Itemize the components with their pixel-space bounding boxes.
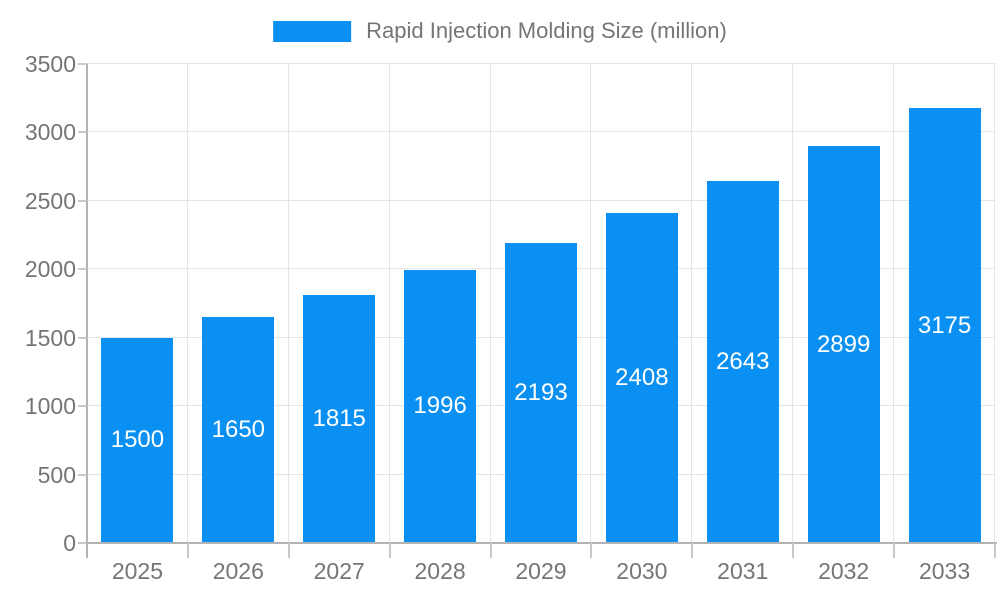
plot-area: 1500 1650 1815 1996 2193 2408 2643 2899 3175 [87, 63, 995, 543]
bar: 1500 [101, 337, 174, 543]
y-tick-mark [78, 542, 87, 544]
x-tick-label: 2028 [414, 558, 466, 584]
v-gridline [388, 64, 390, 543]
bar: 3175 [908, 108, 981, 543]
v-gridline [691, 64, 693, 543]
y-tick-label: 3500 [24, 51, 76, 77]
x-tick-label: 2032 [818, 558, 870, 584]
y-tick-label: 0 [63, 530, 76, 556]
h-gridline [87, 63, 995, 64]
y-tick-label: 2000 [24, 256, 76, 283]
bar: 2193 [505, 242, 577, 543]
bar: 2408 [605, 213, 678, 543]
x-tick-label: 2027 [313, 558, 365, 584]
bar: 1650 [202, 317, 275, 543]
x-tick-mark [590, 543, 593, 558]
x-tick-mark [86, 543, 88, 558]
y-tick-label: 1000 [24, 393, 76, 420]
bar: 1815 [303, 294, 376, 543]
x-tick-mark [186, 543, 189, 558]
y-tick-mark [78, 131, 87, 134]
v-gridline [590, 64, 592, 543]
v-gridline [489, 64, 491, 543]
h-gridline [87, 131, 995, 133]
y-axis-line [86, 64, 88, 558]
bar: 1996 [404, 269, 477, 543]
x-tick-mark [489, 543, 492, 558]
x-tick-label: 2031 [717, 558, 769, 584]
y-tick-label: 2500 [24, 187, 76, 214]
bar-value-label: 2643 [716, 348, 770, 376]
bar-value-label: 2899 [816, 330, 871, 358]
v-gridline [186, 64, 188, 543]
legend-label: Rapid Injection Molding Size (million) [366, 18, 727, 43]
x-tick-mark [994, 543, 996, 558]
y-axis-labels: 0 500 1000 1500 2000 2500 3000 3500 [0, 0, 76, 600]
x-tick-mark [893, 543, 896, 558]
y-tick-label: 500 [37, 461, 76, 488]
x-tick-mark [691, 543, 694, 558]
bar-value-label: 1650 [211, 416, 266, 444]
bar-value-label: 1996 [413, 392, 467, 420]
y-tick-label: 1500 [24, 324, 76, 351]
bar: 2643 [706, 181, 779, 543]
y-tick-mark [78, 336, 87, 339]
x-tick-mark [792, 543, 795, 558]
x-tick-mark [287, 543, 290, 558]
x-tick-label: 2026 [212, 558, 264, 584]
chart-legend: Rapid Injection Molding Size (million) [273, 18, 727, 44]
legend-swatch [273, 20, 352, 42]
bar: 2899 [807, 146, 880, 543]
y-tick-mark [78, 199, 87, 202]
v-gridline [287, 64, 289, 543]
x-tick-mark [388, 543, 391, 558]
y-tick-mark [78, 63, 87, 65]
y-tick-label: 3000 [24, 119, 76, 146]
bar-value-label: 2193 [514, 378, 568, 406]
bar-value-label: 1500 [110, 426, 165, 454]
v-gridline [893, 64, 895, 543]
bar-value-label: 3175 [917, 311, 972, 339]
bar-value-label: 1815 [312, 404, 366, 432]
x-tick-label: 2030 [616, 558, 668, 584]
x-tick-label: 2025 [111, 558, 164, 584]
h-gridline [87, 199, 995, 201]
x-tick-label: 2033 [918, 558, 971, 584]
x-tick-label: 2029 [515, 558, 567, 584]
y-tick-mark [78, 268, 87, 271]
y-tick-mark [78, 473, 87, 476]
bar-value-label: 2408 [615, 364, 669, 392]
x-axis-line [87, 542, 997, 544]
v-gridline [994, 64, 995, 543]
y-tick-mark [78, 405, 87, 408]
v-gridline [792, 64, 794, 543]
